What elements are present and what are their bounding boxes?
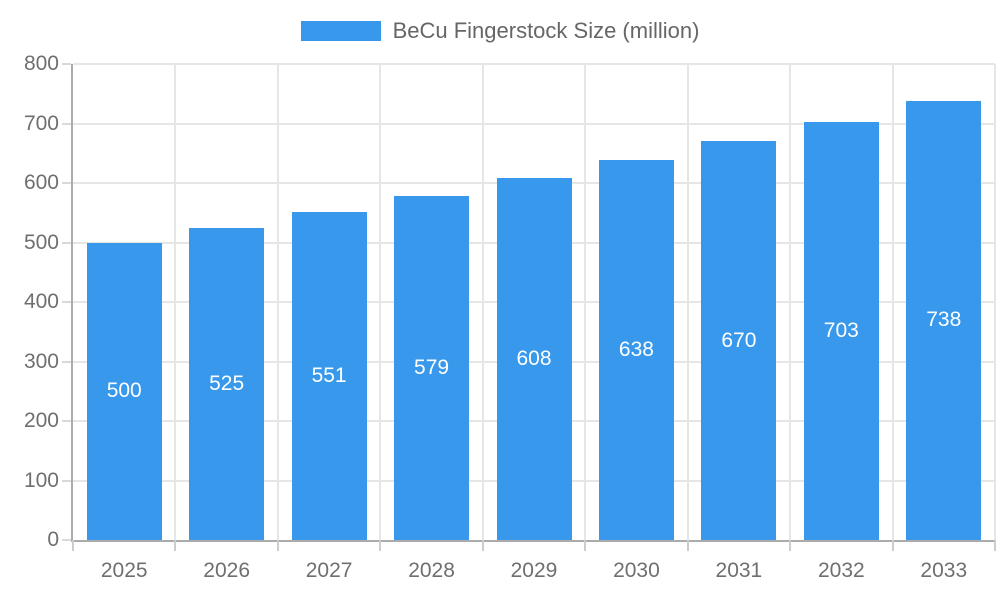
x-axis-category-label: 2028 — [408, 559, 455, 582]
bar-value-label: 551 — [311, 364, 347, 388]
y-axis-tick — [62, 63, 71, 65]
x-axis-tick — [994, 540, 996, 551]
y-axis-tick-label: 500 — [23, 230, 59, 254]
gridline-horizontal — [73, 122, 995, 125]
gridline-horizontal — [73, 63, 995, 65]
x-axis-tick — [891, 540, 894, 551]
y-axis-tick-label: 0 — [47, 528, 59, 551]
gridline-vertical — [276, 64, 279, 540]
x-axis-category-label: 2032 — [817, 559, 865, 582]
bar-2025[interactable]: 500 — [86, 242, 162, 540]
bar-value-label: 608 — [516, 347, 552, 371]
legend-label: BeCu Fingerstock Size (million) — [392, 18, 700, 43]
y-axis-line — [71, 64, 73, 540]
x-axis-category-label: 2030 — [613, 559, 660, 582]
gridline-vertical — [174, 64, 177, 540]
x-axis-category-label: 2031 — [715, 559, 763, 582]
legend-swatch-icon — [300, 21, 381, 41]
y-axis-tick — [62, 360, 71, 363]
legend-item[interactable]: BeCu Fingerstock Size (million) — [0, 12, 1000, 50]
bar-2030[interactable]: 638 — [598, 160, 674, 540]
gridline-vertical — [686, 64, 689, 540]
gridline-vertical — [994, 64, 996, 540]
y-axis-tick — [62, 241, 71, 244]
y-axis-tick-label: 300 — [23, 349, 59, 373]
x-axis-tick — [174, 540, 177, 551]
x-axis-category-label: 2027 — [305, 559, 353, 582]
bar-2029[interactable]: 608 — [496, 178, 572, 540]
x-axis-tick — [481, 540, 484, 551]
y-axis-tick-label: 200 — [23, 409, 59, 432]
y-axis-tick — [62, 301, 71, 303]
y-axis-tick — [62, 122, 71, 125]
x-axis-line — [71, 540, 995, 542]
plot-area: 500 525 551 579 608 638 670 703 738 — [71, 63, 996, 542]
bar-value-label: 670 — [721, 328, 757, 352]
bar-2033[interactable]: 738 — [906, 100, 982, 540]
bar-2026[interactable]: 525 — [189, 227, 265, 540]
x-axis-category-label: 2026 — [203, 559, 251, 582]
gridline-vertical — [891, 64, 894, 540]
y-axis-tick-label: 100 — [23, 468, 59, 492]
bar-value-label: 525 — [209, 371, 245, 395]
bar-value-label: 638 — [618, 338, 654, 362]
x-axis-tick — [584, 540, 587, 551]
y-axis-tick-label: 600 — [23, 171, 59, 194]
y-axis-tick — [62, 420, 71, 422]
gridline-vertical — [789, 64, 792, 540]
x-axis-category-label: 2025 — [100, 559, 148, 582]
x-axis-tick — [276, 540, 279, 551]
y-axis-tick-label: 400 — [23, 290, 59, 313]
bar-2032[interactable]: 703 — [803, 121, 879, 540]
x-axis-tick — [72, 540, 74, 551]
x-axis-category-label: 2033 — [920, 559, 968, 582]
bar-2031[interactable]: 670 — [701, 141, 777, 540]
bar-value-label: 738 — [926, 308, 962, 332]
bar-value-label: 579 — [414, 355, 450, 379]
bar-value-label: 703 — [823, 318, 859, 342]
y-axis-tick-label: 800 — [23, 52, 59, 75]
bar-2028[interactable]: 579 — [394, 195, 470, 540]
gridline-vertical — [481, 64, 484, 540]
y-axis-tick-label: 700 — [23, 111, 59, 135]
y-axis-tick — [62, 182, 71, 184]
y-axis-tick — [62, 539, 71, 541]
x-axis-tick — [686, 540, 689, 551]
x-axis-tick — [379, 540, 382, 551]
bar-value-label: 500 — [106, 379, 142, 403]
x-axis-category-label: 2029 — [510, 559, 558, 582]
x-axis-tick — [789, 540, 792, 551]
y-axis-tick — [62, 479, 71, 482]
gridline-vertical — [379, 64, 382, 540]
gridline-vertical — [584, 64, 587, 540]
bar-2027[interactable]: 551 — [291, 212, 367, 540]
